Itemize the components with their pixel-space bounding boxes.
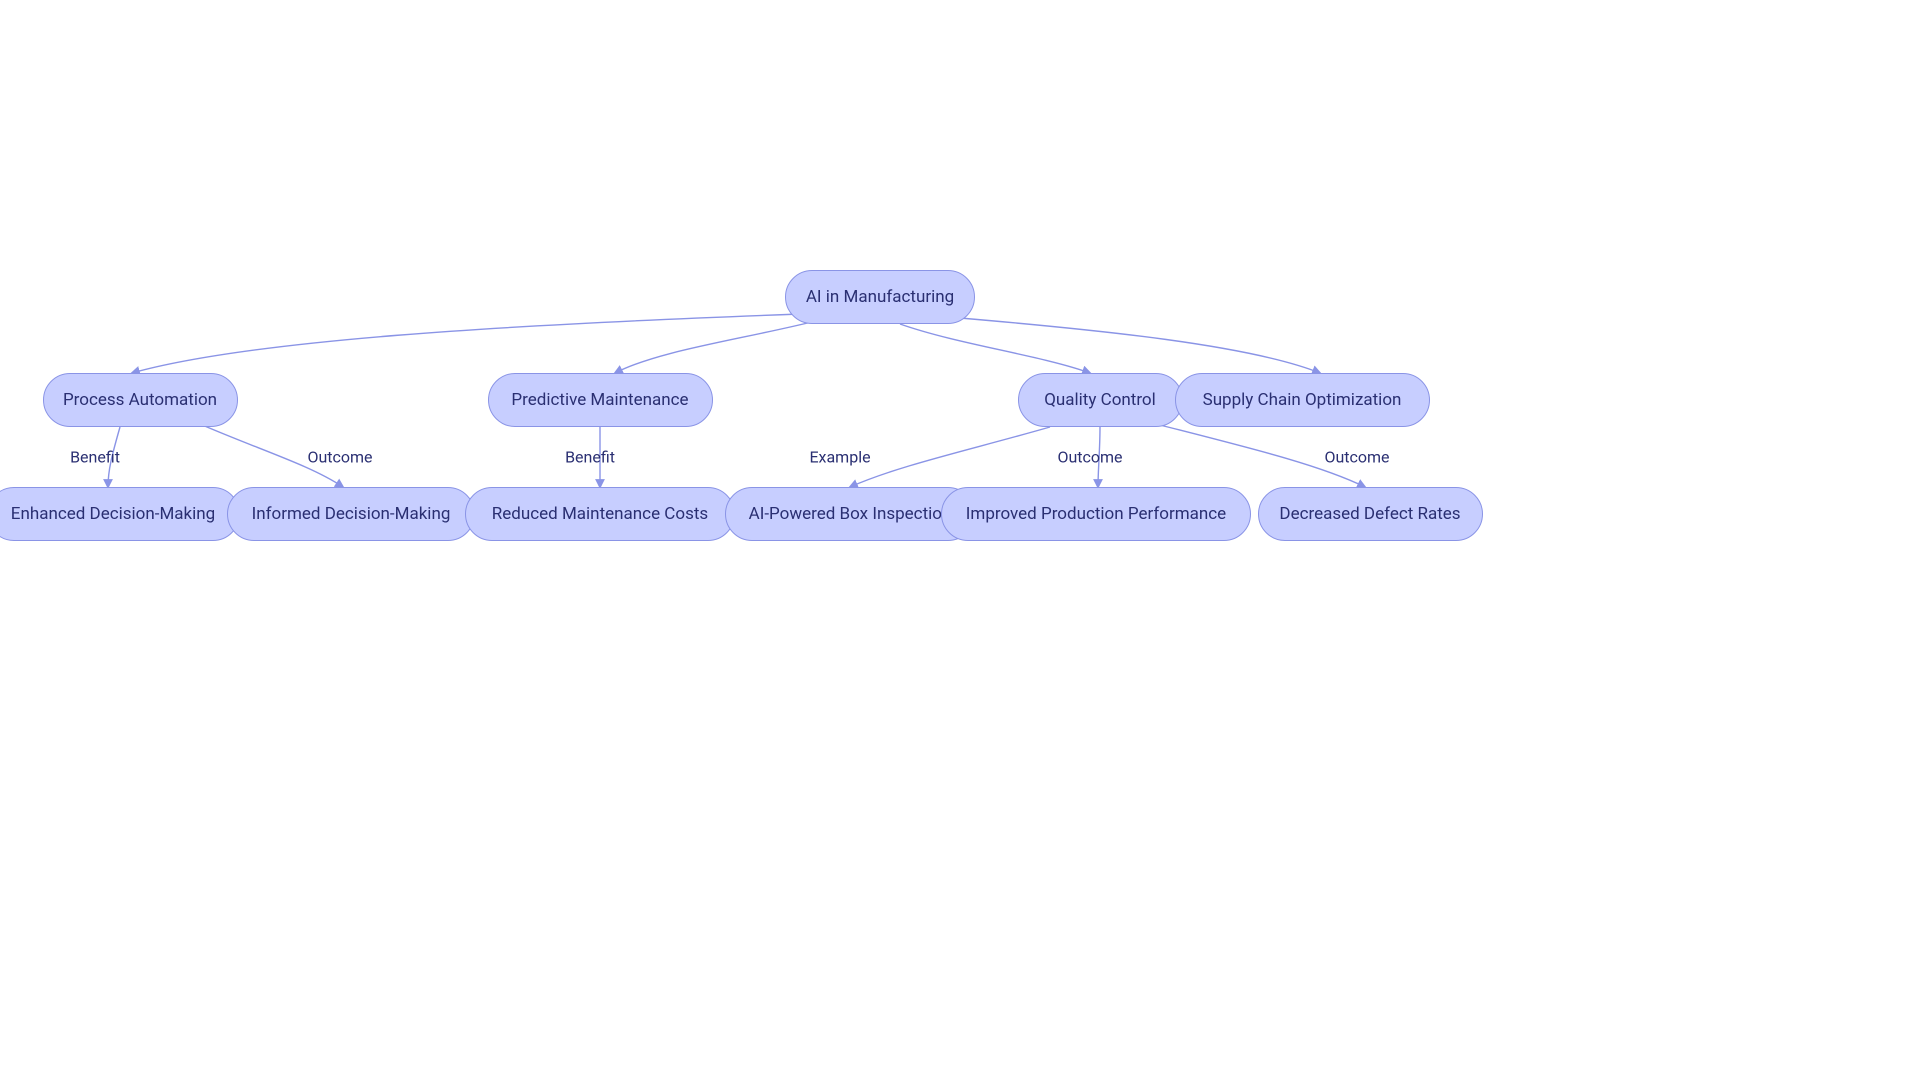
edge-root-qc [900, 324, 1090, 373]
node-label: Decreased Defect Rates [1279, 504, 1460, 524]
edge-label-qc-ddr: Outcome [1324, 448, 1389, 467]
edge-qc-box [850, 427, 1050, 487]
node-label: Reduced Maintenance Costs [492, 504, 708, 524]
node-ddr: Decreased Defect Rates [1258, 487, 1483, 541]
node-qc: Quality Control [1018, 373, 1183, 427]
node-sco: Supply Chain Optimization [1175, 373, 1430, 427]
node-root: AI in Manufacturing [785, 270, 975, 324]
node-ipp: Improved Production Performance [941, 487, 1251, 541]
edge-root-sco [960, 318, 1320, 373]
edge-label-qc-ipp: Outcome [1057, 448, 1122, 467]
node-pa: Process Automation [43, 373, 238, 427]
node-label: Predictive Maintenance [511, 390, 688, 410]
node-label: Quality Control [1044, 390, 1156, 410]
edges-layer [0, 0, 1920, 1083]
node-label: AI-Powered Box Inspection [749, 504, 952, 524]
edge-label-pm-rmc: Benefit [565, 448, 615, 467]
node-rmc: Reduced Maintenance Costs [465, 487, 735, 541]
diagram-canvas: AI in Manufacturing Process Automation Pre… [0, 0, 1920, 1083]
node-label: Improved Production Performance [966, 504, 1226, 524]
node-idm: Informed Decision-Making [227, 487, 475, 541]
edge-label-qc-box: Example [809, 448, 870, 467]
edge-label-pa-edm: Benefit [70, 448, 120, 467]
node-label: Informed Decision-Making [252, 504, 451, 524]
edge-label-pa-idm: Outcome [307, 448, 372, 467]
node-box: AI-Powered Box Inspection [725, 487, 975, 541]
node-label: Process Automation [63, 390, 217, 410]
edge-root-pa [132, 314, 800, 373]
node-label: Enhanced Decision-Making [11, 504, 215, 524]
node-label: AI in Manufacturing [806, 287, 954, 307]
node-pm: Predictive Maintenance [488, 373, 713, 427]
node-edm: Enhanced Decision-Making [0, 487, 240, 541]
node-label: Supply Chain Optimization [1203, 390, 1402, 410]
edge-root-pm [615, 320, 820, 373]
